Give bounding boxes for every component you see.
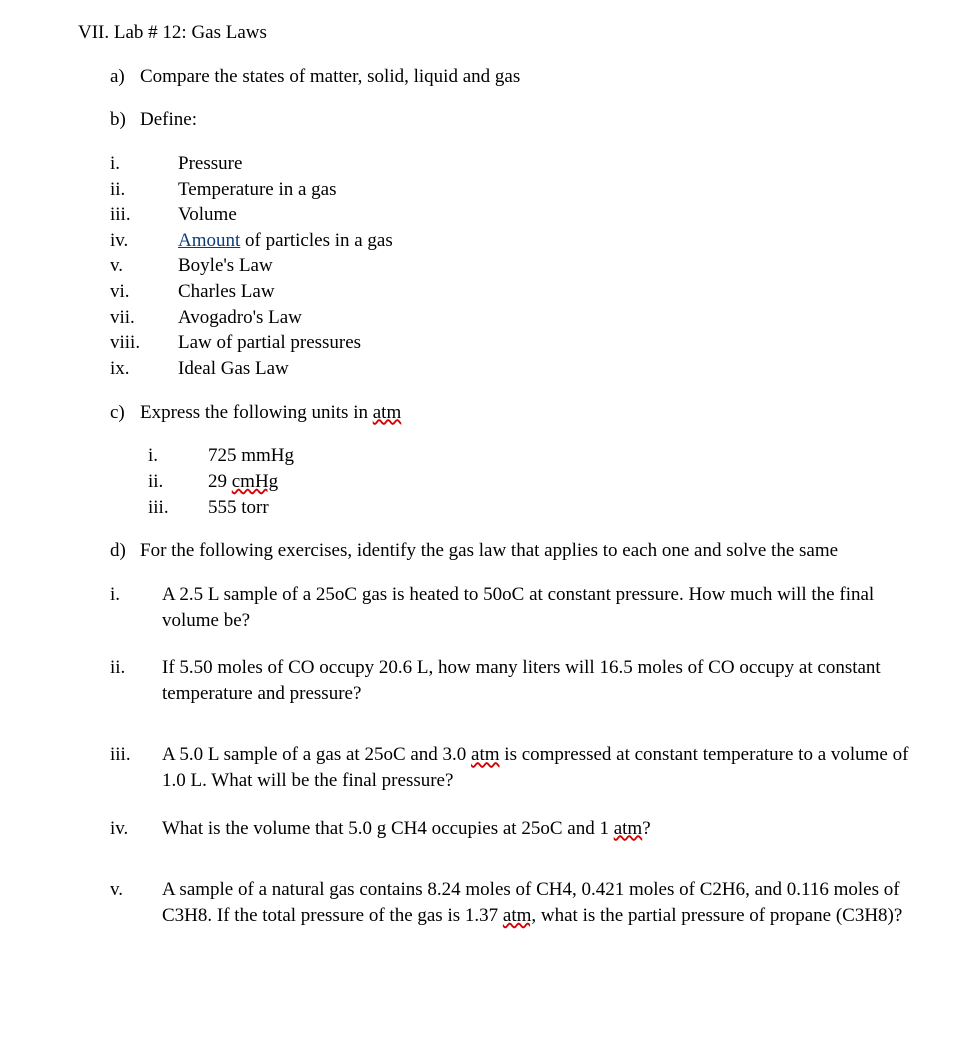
roman-numeral: iv. <box>110 816 162 842</box>
roman-numeral: iii. <box>148 495 208 521</box>
list-item: iii.555 torr <box>148 495 916 521</box>
item-text: 555 torr <box>208 495 269 521</box>
section-c-letter: c) <box>110 400 140 426</box>
item-post: of particles in a gas <box>240 230 392 251</box>
c-red: atm <box>373 402 402 423</box>
lab-header: VII. Lab # 12: Gas Laws <box>78 20 916 46</box>
section-d-letter: d) <box>110 538 140 564</box>
p0: A 5.0 L sample of a gas at 25oC and 3.0 <box>162 744 471 765</box>
section-b-text: Define: <box>140 107 197 133</box>
section-a: a) Compare the states of matter, solid, … <box>110 64 916 90</box>
section-b-letter: b) <box>110 107 140 133</box>
list-item: v. Boyle's Law <box>110 253 916 279</box>
list-item: ix.Ideal Gas Law <box>110 356 916 382</box>
list-item: i.Pressure <box>110 151 916 177</box>
list-item: viii.Law of partial pressures <box>110 330 916 356</box>
c-pre: Express the following units in <box>140 402 373 423</box>
section-c: c) Express the following units in atm <box>110 400 916 426</box>
p0: What is the volume that 5.0 g CH4 occupi… <box>162 818 614 839</box>
item-text: A 5.0 L sample of a gas at 25oC and 3.0 … <box>162 742 916 793</box>
r0: atm, <box>503 905 536 926</box>
r0: atm <box>614 818 643 839</box>
section-d-text: For the following exercises, identify th… <box>140 538 838 564</box>
item-text: What is the volume that 5.0 g CH4 occupi… <box>162 816 916 842</box>
item-red: cmHg <box>232 471 278 492</box>
item-text: 725 mmHg <box>208 443 294 469</box>
list-item: v. A sample of a natural gas contains 8.… <box>110 877 916 928</box>
item-text: Pressure <box>178 151 242 177</box>
item-text: Amount of particles in a gas <box>178 228 393 254</box>
roman-numeral: iii. <box>110 202 178 228</box>
roman-numeral: ii. <box>148 469 208 495</box>
item-text: Volume <box>178 202 237 228</box>
item-pre: 29 <box>208 471 232 492</box>
list-item: i. A 2.5 L sample of a 25oC gas is heate… <box>110 582 916 633</box>
section-c-text: Express the following units in atm <box>140 400 401 426</box>
list-item: iv. What is the volume that 5.0 g CH4 oc… <box>110 816 916 842</box>
list-item: vii.Avogadro's Law <box>110 305 916 331</box>
r0: atm <box>471 744 500 765</box>
item-text: Ideal Gas Law <box>178 356 289 382</box>
item-text: Avogadro's Law <box>178 305 302 331</box>
p1: what is the partial pressure of propane … <box>536 905 902 926</box>
item-text: Boyle's Law <box>178 253 273 279</box>
p1: ? <box>642 818 650 839</box>
roman-numeral: viii. <box>110 330 178 356</box>
roman-numeral: vii. <box>110 305 178 331</box>
roman-numeral: iii. <box>110 742 162 793</box>
amount-link[interactable]: Amount <box>178 230 240 251</box>
roman-numeral: ix. <box>110 356 178 382</box>
section-a-letter: a) <box>110 64 140 90</box>
roman-numeral: i. <box>148 443 208 469</box>
section-b: b) Define: <box>110 107 916 133</box>
units-list: i.725 mmHg ii.29 cmHg iii.555 torr <box>148 443 916 520</box>
section-a-text: Compare the states of matter, solid, liq… <box>140 64 520 90</box>
roman-numeral: ii. <box>110 655 162 706</box>
roman-numeral: v. <box>110 253 178 279</box>
list-item: vi.Charles Law <box>110 279 916 305</box>
list-item: iii. A 5.0 L sample of a gas at 25oC and… <box>110 742 916 793</box>
section-d: d) For the following exercises, identify… <box>110 538 916 564</box>
roman-numeral: i. <box>110 582 162 633</box>
item-text: If 5.50 moles of CO occupy 20.6 L, how m… <box>162 655 916 706</box>
list-item: iv.Amount of particles in a gas <box>110 228 916 254</box>
list-item: ii.Temperature in a gas <box>110 177 916 203</box>
item-text: A 2.5 L sample of a 25oC gas is heated t… <box>162 582 916 633</box>
item-text: A sample of a natural gas contains 8.24 … <box>162 877 916 928</box>
roman-numeral: vi. <box>110 279 178 305</box>
item-text: Temperature in a gas <box>178 177 337 203</box>
list-item: i.725 mmHg <box>148 443 916 469</box>
item-text: Charles Law <box>178 279 275 305</box>
list-item: ii. If 5.50 moles of CO occupy 20.6 L, h… <box>110 655 916 706</box>
roman-numeral: i. <box>110 151 178 177</box>
list-item: iii.Volume <box>110 202 916 228</box>
item-text: Law of partial pressures <box>178 330 361 356</box>
roman-numeral: ii. <box>110 177 178 203</box>
item-text: 29 cmHg <box>208 469 278 495</box>
list-item: ii.29 cmHg <box>148 469 916 495</box>
roman-numeral: v. <box>110 877 162 928</box>
exercises-list: i. A 2.5 L sample of a 25oC gas is heate… <box>110 582 916 929</box>
define-list: i.Pressure ii.Temperature in a gas iii.V… <box>110 151 916 382</box>
roman-numeral: iv. <box>110 228 178 254</box>
